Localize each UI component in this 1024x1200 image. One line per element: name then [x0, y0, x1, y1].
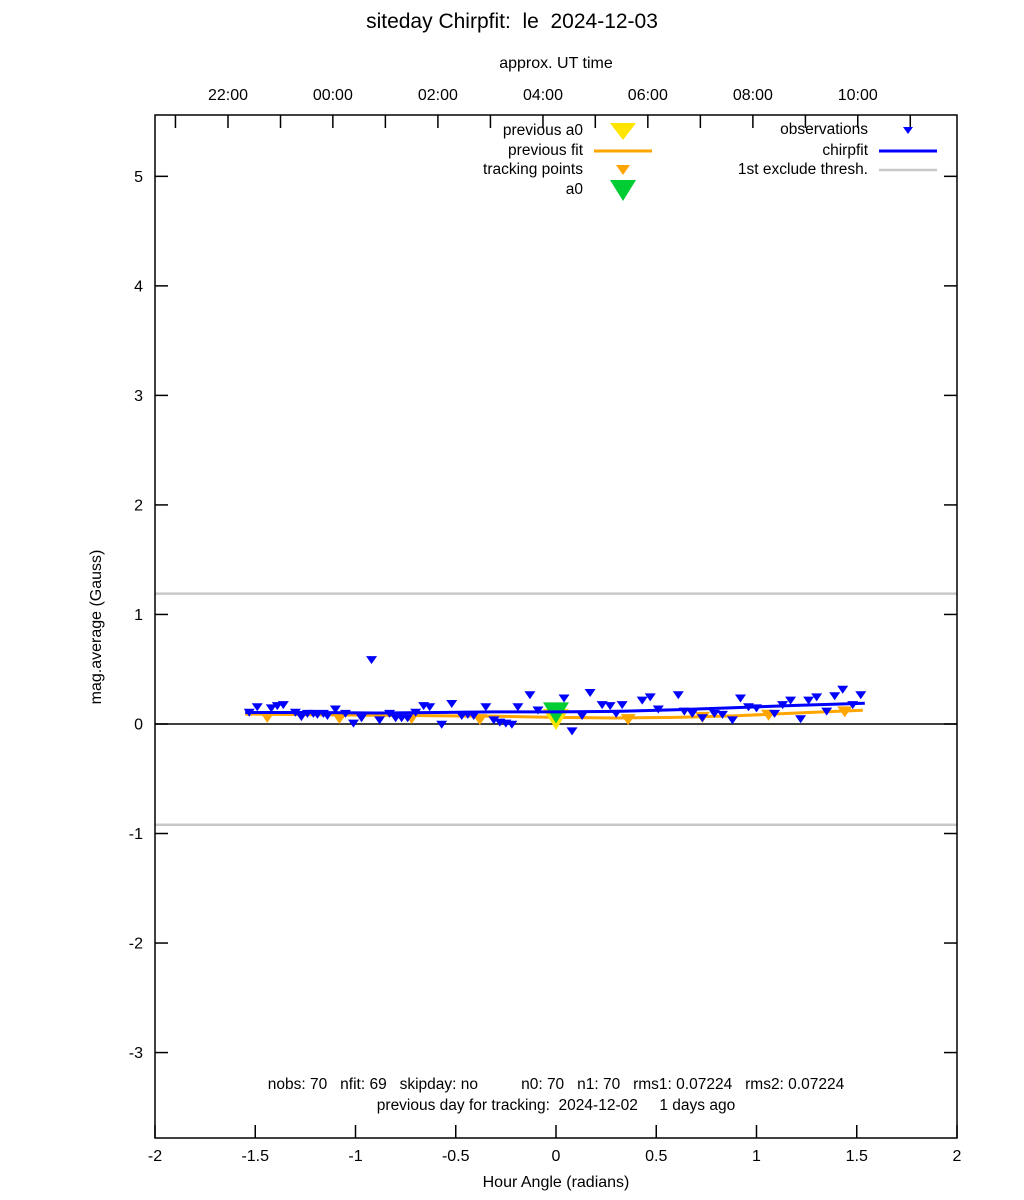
stats-line-1: nobs: 70 nfit: 69 skipday: no n0: 70 n1:…	[267, 1076, 845, 1093]
svg-text:-0.5: -0.5	[442, 1148, 470, 1165]
previous-fit-line-icon	[583, 148, 663, 154]
legend-label-a0: a0	[565, 180, 583, 198]
legend-row-a0: a0	[0, 178, 663, 202]
x-axis-label: Hour Angle (radians)	[482, 1174, 630, 1191]
observations-marker-icon	[868, 126, 948, 135]
svg-text:4: 4	[134, 278, 143, 295]
svg-text:-2: -2	[129, 936, 143, 953]
svg-text:3: 3	[134, 388, 143, 405]
svg-text:0.5: 0.5	[645, 1148, 667, 1165]
a0-marker-icon	[583, 178, 663, 202]
exclude-thresh-line-icon	[868, 167, 948, 173]
svg-text:-1: -1	[129, 826, 143, 843]
svg-text:-1: -1	[348, 1148, 362, 1165]
legend-label-tracking-points: tracking points	[483, 161, 583, 178]
svg-text:22:00: 22:00	[208, 87, 248, 104]
legend-row-observations: observations	[0, 121, 948, 140]
svg-text:-1.5: -1.5	[241, 1148, 269, 1165]
svg-text:5: 5	[134, 169, 143, 186]
svg-text:1.5: 1.5	[846, 1148, 868, 1165]
svg-text:2: 2	[134, 497, 143, 514]
chirpfit-series	[245, 701, 865, 715]
legend-label-observations: observations	[780, 121, 868, 138]
svg-text:06:00: 06:00	[628, 87, 668, 104]
svg-text:08:00: 08:00	[733, 87, 773, 104]
svg-text:2: 2	[953, 1148, 962, 1165]
svg-text:0: 0	[134, 716, 143, 733]
legend-label-chirpfit: chirpfit	[822, 141, 868, 159]
legend-row-chirpfit: chirpfit	[0, 141, 948, 160]
svg-text:00:00: 00:00	[313, 87, 353, 104]
legend-label-previous-fit: previous fit	[508, 141, 583, 159]
svg-text:02:00: 02:00	[418, 87, 458, 104]
y-axis-label: mag.average (Gauss)	[88, 549, 105, 705]
tracking-points-marker-icon	[583, 164, 663, 176]
exclude-threshold-lines	[155, 592, 957, 826]
legend-row-previous-a0: previous a0	[0, 122, 663, 141]
svg-text:-2: -2	[148, 1148, 162, 1165]
svg-text:10:00: 10:00	[838, 87, 878, 104]
legend-row-previous-fit: previous fit	[0, 141, 663, 160]
svg-text:04:00: 04:00	[523, 87, 563, 104]
plot-frame	[154, 114, 958, 1139]
chirpfit-line-icon	[868, 148, 948, 154]
legend-label-exclude-thresh: 1st exclude thresh.	[737, 161, 868, 178]
stats-line-2: previous day for tracking: 2024-12-02 1 …	[376, 1097, 736, 1114]
top-axis-label: approx. UT time	[499, 55, 613, 72]
legend-row-exclude-thresh: 1st exclude thresh.	[0, 161, 948, 180]
svg-text:1: 1	[134, 607, 143, 624]
svg-text:-3: -3	[129, 1045, 143, 1062]
legend-label-previous-a0: previous a0	[502, 122, 583, 139]
svg-text:1: 1	[752, 1148, 761, 1165]
previous-a0-marker-icon	[583, 121, 663, 141]
chart-title: siteday Chirpfit: le 2024-12-03	[366, 10, 658, 33]
svg-text:0: 0	[552, 1148, 561, 1165]
legend-row-tracking-points: tracking points	[0, 161, 663, 180]
